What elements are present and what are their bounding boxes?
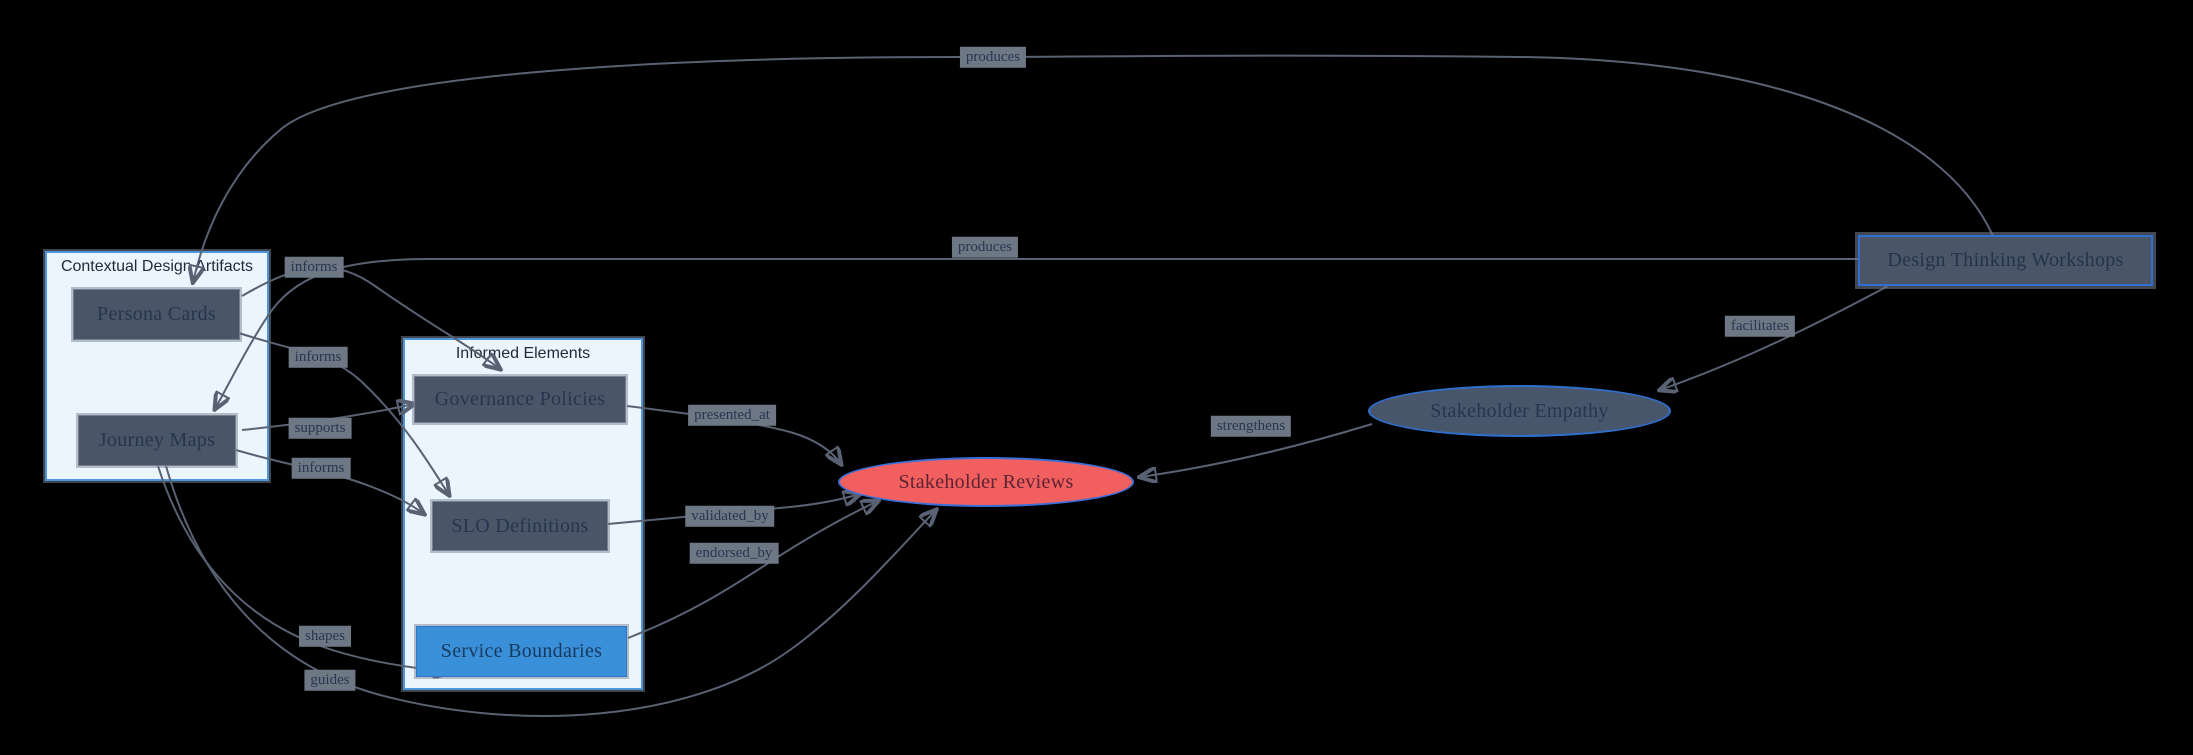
edge-label-journey-slo: informs — [291, 457, 351, 479]
edge-governance-to-reviews — [626, 405, 841, 464]
edge-label-journey-boundaries: shapes — [299, 625, 351, 647]
node-label: Governance Policies — [434, 388, 606, 410]
node-design-thinking-workshops: Design Thinking Workshops — [1858, 235, 2153, 286]
edge-persona-to-governance — [241, 266, 500, 369]
edge-label-boundaries-reviews: endorsed_by — [689, 542, 779, 564]
edge-label-dtw-journey: produces — [951, 236, 1019, 258]
edge-label-persona-slo: informs — [288, 346, 348, 368]
edge-dtw-to-stakeholder-empathy — [1660, 285, 1889, 390]
node-journey-maps: Journey Maps — [78, 415, 236, 466]
node-persona-cards: Persona Cards — [73, 289, 240, 340]
edge-dtw-to-journey-maps — [215, 258, 1858, 409]
node-stakeholder-empathy: Stakeholder Empathy — [1368, 385, 1671, 437]
node-label: SLO Definitions — [451, 514, 589, 537]
edge-persona-to-slo — [235, 331, 449, 495]
edge-journey-to-slo — [235, 449, 424, 514]
node-label: Persona Cards — [97, 303, 216, 325]
edge-label-journey-governance: supports — [288, 417, 352, 439]
edge-label-dtw-persona: produces — [959, 46, 1027, 68]
node-label: Stakeholder Reviews — [898, 470, 1074, 493]
edge-label-dtw-empathy: facilitates — [1724, 315, 1796, 337]
node-label: Stakeholder Empathy — [1430, 399, 1609, 422]
edge-label-empathy-reviews: strengthens — [1210, 415, 1292, 437]
edge-label-journey-reviews: guides — [304, 669, 356, 691]
node-service-boundaries: Service Boundaries — [416, 626, 627, 677]
node-slo-definitions: SLO Definitions — [432, 501, 608, 551]
edge-dtw-to-persona-cards — [193, 54, 1994, 282]
node-label: Service Boundaries — [440, 640, 603, 662]
edge-empathy-to-reviews — [1140, 423, 1373, 477]
edge-journey-to-reviews — [165, 465, 936, 717]
node-governance-policies: Governance Policies — [414, 376, 626, 423]
cluster-title: Contextual Design Artifacts — [60, 258, 254, 275]
node-label: Design Thinking Workshops — [1887, 249, 2124, 271]
node-stakeholder-reviews: Stakeholder Reviews — [838, 457, 1134, 507]
edge-label-persona-governance: informs — [284, 256, 344, 278]
node-label: Journey Maps — [98, 429, 216, 451]
edge-label-governance-reviews: presented_at — [688, 404, 776, 426]
edge-label-slo-reviews: validated_by — [685, 505, 775, 527]
